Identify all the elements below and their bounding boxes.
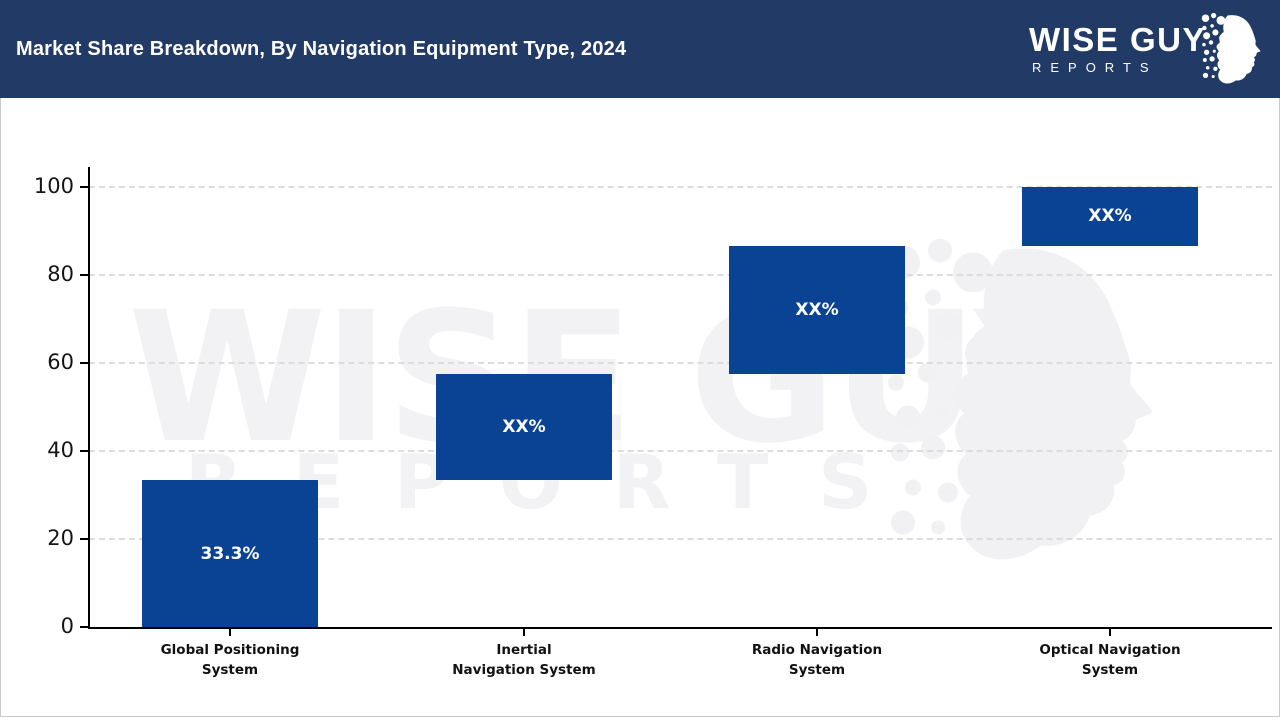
y-tick-label: 0 [60, 614, 74, 638]
gridline [89, 274, 1272, 276]
y-tick-label: 100 [33, 174, 74, 198]
logo-text: WISE GUY REPORTS [1028, 21, 1206, 76]
y-tick-mark [80, 362, 88, 364]
x-category-label-line: System [788, 662, 846, 678]
x-category-label: Radio Navigation System [687, 640, 947, 680]
bar: 33.3% [142, 480, 318, 627]
gridline [89, 538, 1272, 540]
x-tick-mark [816, 629, 818, 636]
gridline [89, 362, 1272, 364]
gridline [89, 450, 1272, 452]
y-axis-line [88, 167, 90, 629]
x-category-label-line: System [1081, 662, 1139, 678]
x-category-label: Global Positioning System [100, 640, 360, 680]
y-tick-mark [80, 186, 88, 188]
bar-value-label: 33.3% [200, 543, 260, 564]
x-tick-mark [523, 629, 525, 636]
logo-wordmark: WISE GUY [1028, 21, 1206, 58]
y-tick-mark [80, 626, 88, 628]
bar-value-label: XX% [795, 299, 839, 320]
y-tick-mark [80, 538, 88, 540]
gridline [89, 186, 1272, 188]
bar: XX% [1022, 187, 1198, 246]
y-tick-label: 20 [47, 526, 74, 550]
x-category-label-line: System [201, 662, 259, 678]
y-tick-mark [80, 450, 88, 452]
dotted-head-icon [1201, 12, 1261, 84]
x-tick-mark [1109, 629, 1111, 636]
logo-subtitle: REPORTS [1031, 60, 1158, 75]
x-category-label-line: Inertial [496, 642, 552, 658]
y-tick-label: 40 [47, 438, 74, 462]
header-bar: Market Share Breakdown, By Navigation Eq… [0, 0, 1280, 98]
x-category-label: Inertial Navigation System [394, 640, 654, 680]
x-tick-mark [229, 629, 231, 636]
x-category-label-line: Navigation System [452, 662, 596, 678]
wise-guy-reports-logo: WISE GUY REPORTS [1029, 9, 1280, 89]
y-tick-mark [80, 274, 88, 276]
x-category-label: Optical Navigation System [980, 640, 1240, 680]
bar-value-label: XX% [1088, 206, 1132, 227]
bar: XX% [729, 245, 905, 374]
y-tick-label: 60 [47, 350, 74, 374]
x-category-label-line: Global Positioning [160, 642, 300, 658]
y-tick-label: 80 [47, 262, 74, 286]
x-category-label-line: Optical Navigation [1039, 642, 1181, 658]
bar-value-label: XX% [502, 417, 546, 438]
x-category-label-line: Radio Navigation [751, 642, 883, 658]
page-title: Market Share Breakdown, By Navigation Eq… [16, 37, 627, 60]
x-axis-line [88, 627, 1272, 629]
bar: XX% [436, 374, 612, 481]
watermark-dotted-head-icon [886, 238, 1153, 560]
